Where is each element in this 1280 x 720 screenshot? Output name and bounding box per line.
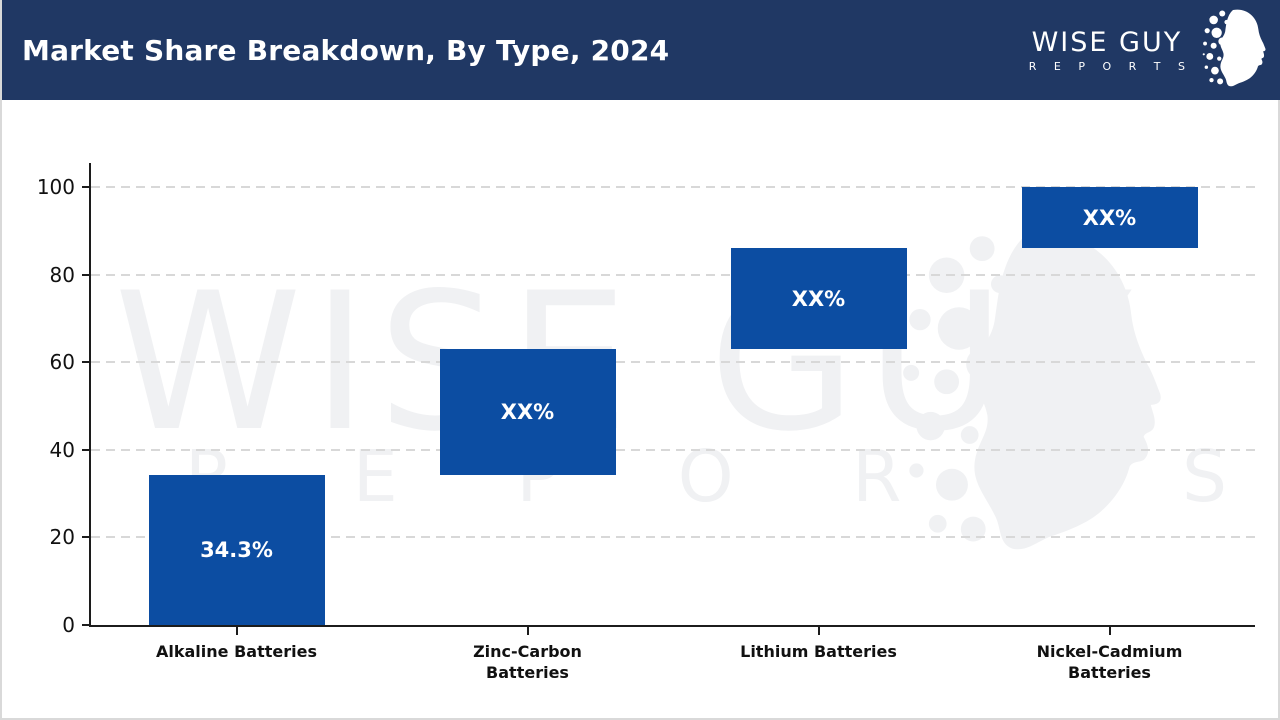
- y-axis-tick-label: 0: [62, 613, 75, 637]
- gridline-60: [91, 361, 1255, 364]
- x-axis-category-label: Lithium Batteries: [740, 642, 897, 661]
- x-axis-tickmark: [235, 627, 238, 635]
- bar-segment: 34.3%: [148, 474, 325, 625]
- brand-logo-text: WISE GUY R E P O R T S: [1022, 29, 1192, 72]
- x-axis-category-label: Zinc-Carbon Batteries: [473, 642, 582, 682]
- x-axis-tickmark: [1108, 627, 1111, 635]
- bar-value-label: 34.3%: [200, 537, 273, 562]
- y-axis-tickmark: [82, 448, 91, 451]
- y-axis-tick-label: 100: [36, 175, 75, 199]
- y-axis-tick-label: 40: [49, 437, 75, 462]
- bar-value-label: XX%: [1082, 205, 1137, 230]
- brand-name: WISE GUY: [1031, 26, 1183, 58]
- x-axis-line: [89, 625, 1255, 627]
- x-axis-tickmark: [526, 627, 529, 635]
- x-axis-tickmark: [817, 627, 820, 635]
- y-axis-tickmark: [82, 186, 91, 188]
- x-axis-category-label: Nickel-Cadmium Batteries: [1036, 642, 1183, 682]
- y-axis-tickmark: [82, 273, 91, 276]
- header-bar: Market Share Breakdown, By Type, 2024 WI…: [2, 0, 1280, 100]
- bar-segment: XX%: [1021, 187, 1198, 249]
- bar-segment: XX%: [439, 349, 616, 475]
- brand-subtitle: R E P O R T S: [1028, 59, 1192, 73]
- gridline-100: [91, 186, 1255, 188]
- y-axis-tick-label: 60: [49, 350, 75, 375]
- y-axis-line: [89, 163, 91, 627]
- gridline-20: [91, 536, 1255, 539]
- y-axis-tickmark: [82, 361, 91, 364]
- page-title: Market Share Breakdown, By Type, 2024: [22, 33, 670, 67]
- y-axis-tickmark: [82, 624, 91, 626]
- bar-value-label: XX%: [500, 399, 555, 424]
- y-axis-tick-label: 20: [49, 525, 75, 550]
- gridline-40: [91, 448, 1255, 451]
- y-axis-tick-label: 80: [49, 262, 75, 287]
- x-axis-category-label: Alkaline Batteries: [156, 642, 317, 661]
- brand-logo: WISE GUY R E P O R T S: [1022, 7, 1280, 93]
- bar-segment: XX%: [730, 248, 907, 350]
- y-axis-tickmark: [82, 536, 91, 539]
- bar-value-label: XX%: [791, 286, 846, 311]
- gridline-80: [91, 273, 1255, 276]
